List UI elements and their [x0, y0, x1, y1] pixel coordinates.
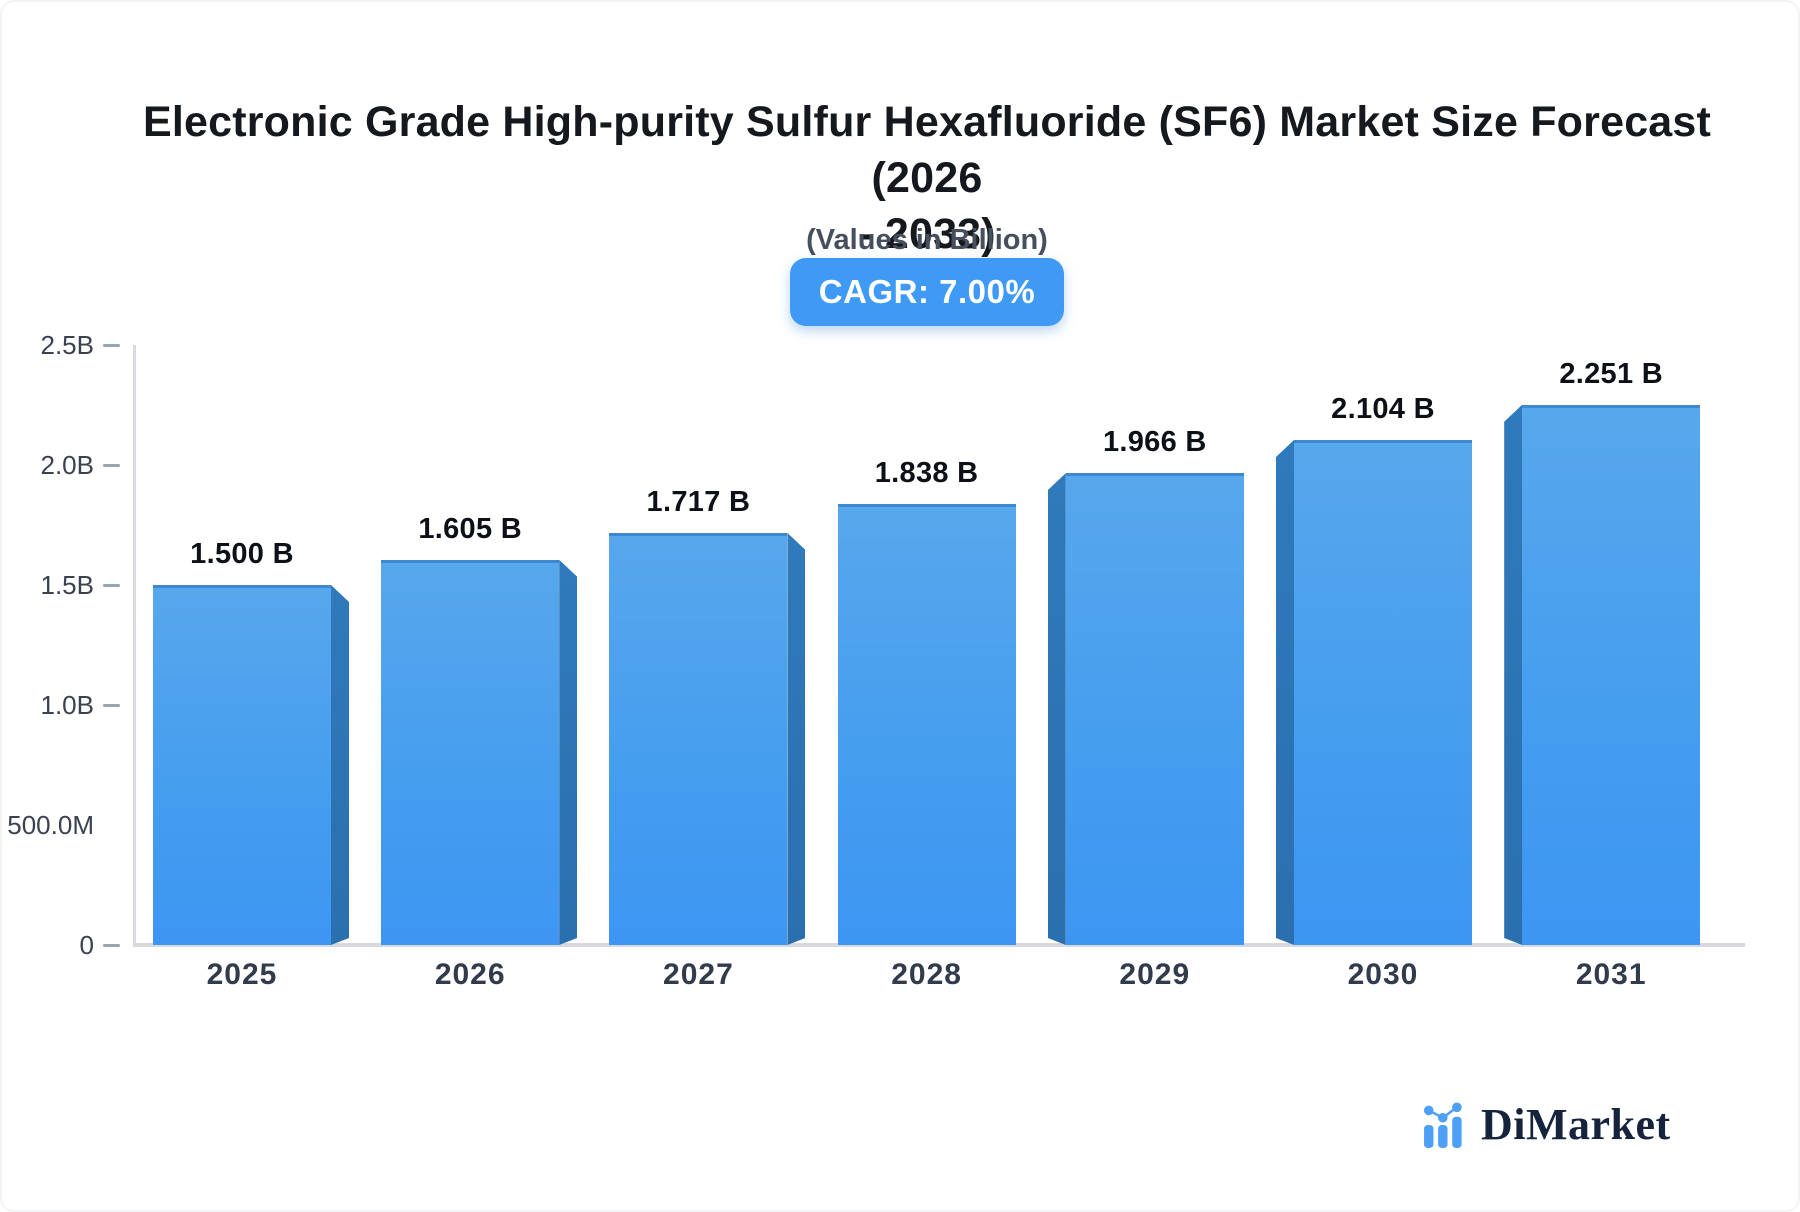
bar-value-label-2031: 2.251 B [1559, 357, 1664, 390]
y-tick-label-2.5B: 2.5B [40, 330, 95, 360]
bar-value-label-2028: 1.838 B [874, 456, 979, 489]
bar-2030 [1294, 440, 1472, 945]
bar-value-label-2025: 1.500 B [190, 538, 294, 570]
brand-name: DiMarket [1481, 1100, 1671, 1149]
chart-title-line2: - 2033) [858, 210, 996, 258]
y-tick-label-500.0M: 500.0M [7, 810, 94, 840]
bar-2031-side-panel [1504, 405, 1522, 945]
bar-2026 [381, 559, 560, 945]
y-tick-dash [103, 343, 120, 347]
bar-value-label-2027: 1.717 B [646, 485, 751, 518]
bar-2026-side-panel [559, 560, 577, 945]
bar-2027 [609, 532, 788, 945]
y-tick-label-1.0B: 1.0B [40, 690, 95, 720]
bar-value-label-2026: 1.605 B [418, 512, 523, 545]
bar-2031 [1522, 404, 1701, 945]
x-axis-label-2026: 2026 [434, 958, 506, 991]
chart-subtitle: (Values in Billion) [806, 224, 1048, 256]
x-axis-label-2029: 2029 [1119, 958, 1191, 991]
bar-value-label-2029: 1.966 B [1102, 426, 1207, 459]
chart-title: Electronic Grade High-purity Sulfur Hexa… [102, 94, 1752, 262]
x-axis-label-2031: 2031 [1575, 958, 1647, 991]
bar-value-label-2030: 2.104 B [1331, 393, 1435, 426]
y-tick-label-1.5B: 1.5B [40, 570, 95, 600]
bar-2025-side-panel [331, 585, 349, 945]
bar-2029 [1065, 473, 1244, 945]
x-axis-label-2027: 2027 [663, 958, 734, 991]
bar-2025 [153, 585, 331, 945]
bar-2028 [837, 503, 1016, 945]
y-axis-line [133, 345, 136, 947]
x-axis-label-2025: 2025 [206, 958, 278, 991]
x-axis-label-2028: 2028 [891, 958, 962, 991]
cagr-badge: CAGR: 7.00% [790, 258, 1064, 326]
y-tick-dash [103, 463, 120, 467]
y-tick-dash [103, 703, 120, 707]
y-tick-dash [103, 583, 120, 587]
y-tick-label-0: 0 [79, 930, 94, 960]
chart-title-line1: Electronic Grade High-purity Sulfur Hexa… [142, 98, 1712, 202]
y-tick-dash [103, 943, 120, 947]
brand-logo: DiMarket [1423, 1100, 1671, 1149]
x-axis-label-2030: 2030 [1347, 958, 1419, 991]
bar-2027-side-panel [787, 533, 805, 945]
x-axis-baseline [133, 943, 1745, 947]
bar-2030-side-panel [1276, 440, 1294, 945]
bar-2029-side-panel [1048, 473, 1066, 945]
brand-chart-icon [1423, 1100, 1470, 1148]
y-tick-label-2.0B: 2.0B [40, 450, 95, 480]
